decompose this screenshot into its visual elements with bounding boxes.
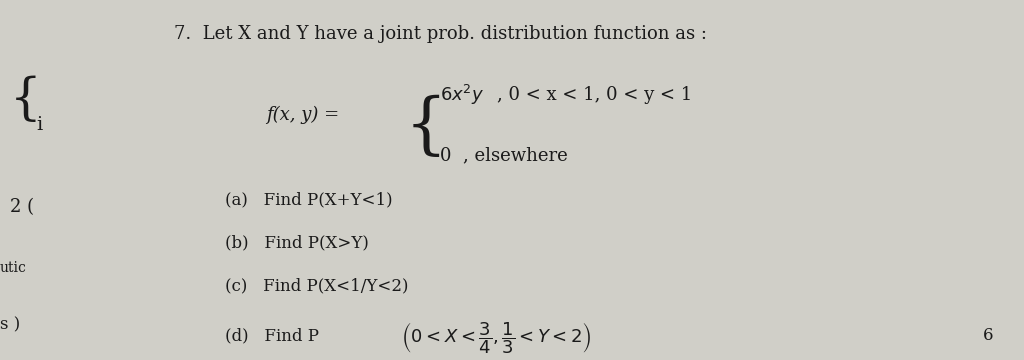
Text: 7.  Let X and Y have a joint prob. distribution function as :: 7. Let X and Y have a joint prob. distri… xyxy=(174,25,708,43)
Text: 2 (: 2 ( xyxy=(10,198,35,216)
Text: {: { xyxy=(10,75,42,125)
Text: s ): s ) xyxy=(0,317,20,334)
Text: , 0 < x < 1, 0 < y < 1: , 0 < x < 1, 0 < y < 1 xyxy=(497,86,692,104)
Text: (c)   Find P(X<1/Y<2): (c) Find P(X<1/Y<2) xyxy=(225,278,409,294)
Text: 0  , elsewhere: 0 , elsewhere xyxy=(440,147,568,165)
Text: utic: utic xyxy=(0,261,27,275)
Text: 6: 6 xyxy=(983,328,993,345)
Text: i: i xyxy=(36,116,42,134)
Text: f(x, y) =: f(x, y) = xyxy=(266,105,340,123)
Text: {: { xyxy=(404,94,447,159)
Text: $6x^2y$: $6x^2y$ xyxy=(440,83,484,107)
Text: (b)   Find P(X>Y): (b) Find P(X>Y) xyxy=(225,235,370,252)
Text: $\left(0 < X < \dfrac{3}{4}, \dfrac{1}{3} < Y < 2\right)$: $\left(0 < X < \dfrac{3}{4}, \dfrac{1}{3… xyxy=(401,320,592,356)
Text: (a)   Find P(X+Y<1): (a) Find P(X+Y<1) xyxy=(225,192,393,209)
Text: (d)   Find P: (d) Find P xyxy=(225,328,319,345)
